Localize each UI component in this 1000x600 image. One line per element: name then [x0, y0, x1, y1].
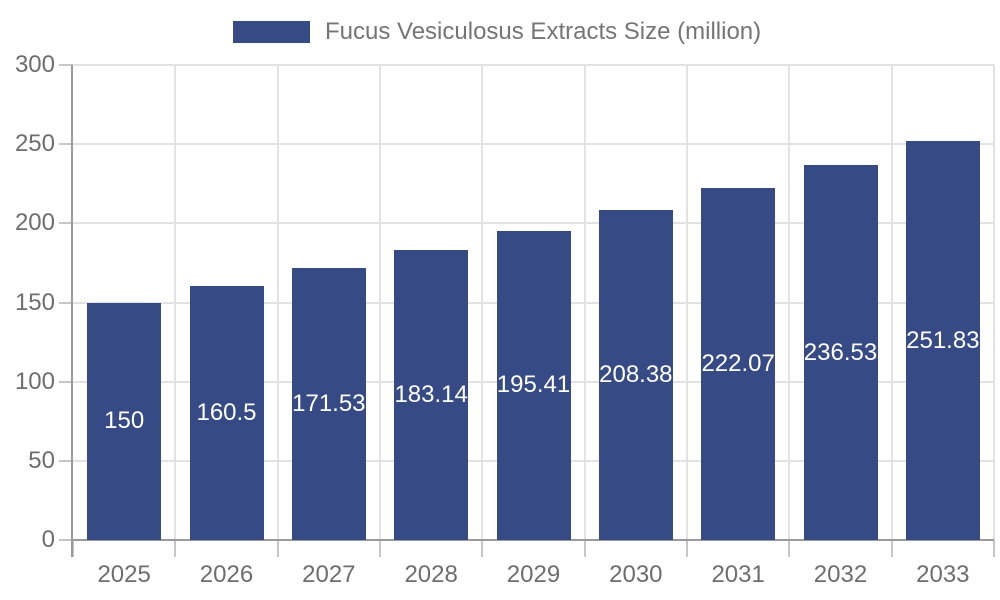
bar	[598, 210, 673, 540]
y-tick-label: 200	[14, 209, 55, 237]
x-tick	[686, 540, 688, 557]
x-tick-label: 2032	[813, 561, 868, 588]
x-tick	[788, 540, 791, 557]
bar	[189, 285, 264, 540]
v-gridline	[788, 65, 791, 540]
v-gridline	[174, 65, 177, 540]
y-tick-label: 0	[41, 526, 55, 553]
h-gridline	[73, 143, 994, 146]
v-gridline	[583, 65, 586, 540]
h-gridline	[73, 222, 994, 225]
x-tick	[72, 540, 74, 557]
bar	[394, 250, 469, 540]
y-tick	[59, 143, 73, 146]
x-tick-label: 2031	[711, 561, 765, 588]
x-tick	[583, 540, 586, 557]
v-gridline	[481, 65, 484, 540]
bar	[905, 141, 980, 540]
bar-value-label: 236.53	[803, 338, 878, 366]
y-tick	[59, 459, 73, 462]
v-gridline	[993, 65, 995, 540]
x-tick-label: 2025	[97, 561, 151, 588]
y-tick	[59, 64, 73, 66]
y-tick-label: 150	[14, 288, 55, 316]
x-tick-label: 2029	[506, 561, 561, 588]
y-tick-label: 250	[14, 130, 55, 158]
x-tick	[481, 540, 484, 557]
y-tick-label: 50	[28, 446, 55, 474]
x-tick	[379, 540, 381, 557]
x-tick-label: 2028	[404, 561, 458, 588]
h-gridline	[73, 64, 994, 66]
bar-value-label: 195.41	[496, 371, 571, 399]
bar	[701, 188, 776, 540]
x-tick	[174, 540, 177, 557]
legend-label: Fucus Vesiculosus Extracts Size (million…	[325, 18, 762, 45]
x-tick	[276, 540, 279, 557]
y-tick	[59, 301, 73, 304]
y-tick-label: 100	[14, 367, 55, 395]
x-tick	[890, 540, 893, 557]
bar	[87, 302, 162, 540]
bar-value-label: 171.53	[292, 390, 366, 418]
v-gridline	[686, 65, 688, 540]
y-tick	[59, 380, 73, 383]
v-gridline	[890, 65, 893, 540]
bar	[496, 230, 571, 540]
bar-value-label: 208.38	[599, 361, 673, 389]
x-axis-line	[71, 539, 994, 541]
x-tick-label: 2030	[609, 561, 663, 588]
bar-value-label: 222.07	[701, 350, 775, 378]
bar-value-label: 160.5	[196, 398, 257, 426]
bar-value-label: 251.83	[906, 326, 980, 354]
bar	[291, 268, 366, 540]
legend-swatch	[233, 21, 310, 43]
v-gridline	[379, 65, 381, 540]
y-axis-line	[71, 65, 73, 557]
bar-value-label: 183.14	[394, 381, 468, 408]
x-tick-label: 2026	[199, 561, 254, 588]
x-tick-label: 2027	[302, 561, 356, 588]
x-tick	[993, 540, 995, 557]
y-tick	[59, 222, 73, 225]
bar-value-label: 150	[104, 407, 145, 435]
bar	[803, 165, 878, 540]
x-tick-label: 2033	[916, 561, 970, 588]
v-gridline	[276, 65, 279, 540]
y-tick	[59, 539, 73, 541]
y-tick-label: 300	[14, 51, 55, 78]
legend-item[interactable]: Fucus Vesiculosus Extracts Size (million…	[233, 17, 761, 47]
